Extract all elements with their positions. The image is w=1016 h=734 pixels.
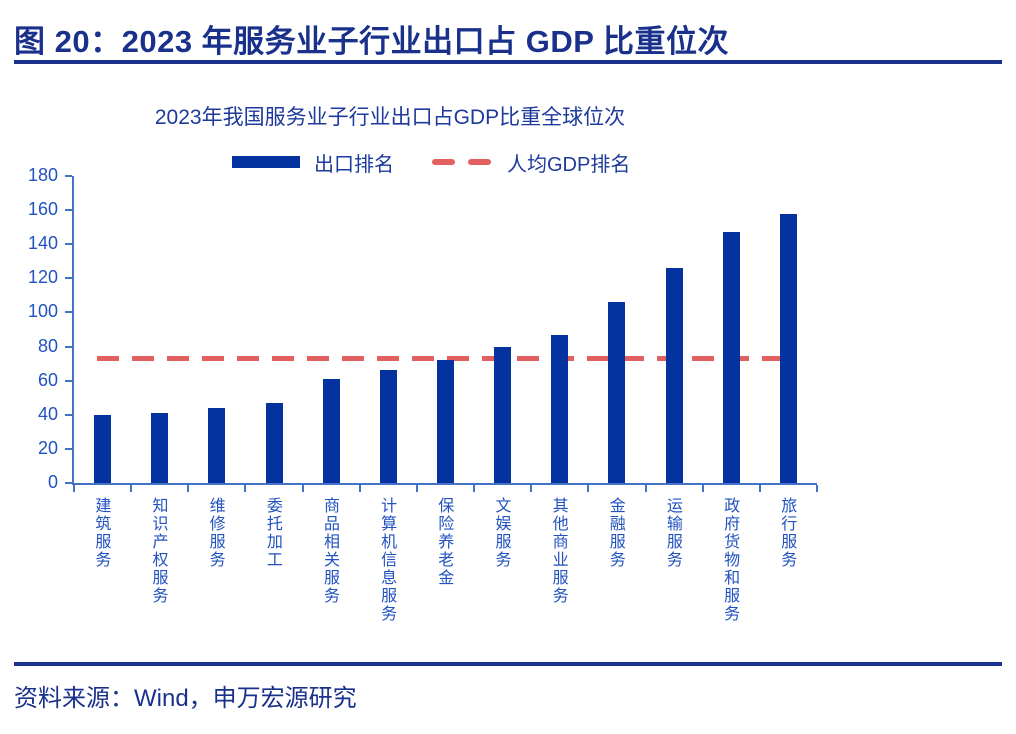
title-underline <box>14 60 1002 64</box>
plot-area <box>65 175 818 492</box>
y-tick-mark <box>65 482 72 484</box>
x-tick-mark <box>473 485 476 492</box>
x-category-label: 维修服务 <box>206 497 224 569</box>
x-tick-mark <box>358 485 361 492</box>
bar-维修服务 <box>208 407 226 483</box>
x-category-label: 金融服务 <box>606 497 624 569</box>
x-tick-mark <box>301 485 304 492</box>
y-tick-mark <box>65 345 72 348</box>
y-axis-labels: 0 20 40 60 80 100 120 140 160 180 <box>0 165 62 492</box>
y-tick-label: 140 <box>27 233 58 254</box>
bar-运输服务 <box>665 268 683 483</box>
x-tick-mark <box>530 485 533 492</box>
bar-知识产权服务 <box>151 413 169 483</box>
x-tick-mark <box>187 485 190 492</box>
bar-委托加工 <box>265 402 283 483</box>
bar-series-swatch <box>232 156 300 168</box>
bar-文娱服务 <box>494 346 512 483</box>
y-tick-label: 20 <box>37 437 58 458</box>
y-tick-mark <box>65 209 72 212</box>
y-tick-mark <box>65 447 72 450</box>
y-tick-label: 180 <box>27 165 58 186</box>
figure-title: 图 20：2023 年服务业子行业出口占 GDP 比重位次 <box>14 24 730 59</box>
y-tick-label: 60 <box>37 369 58 390</box>
dashed-line-label: 人均GDP排名 <box>507 153 631 176</box>
x-category-label: 知识产权服务 <box>149 497 167 605</box>
y-tick-label: 80 <box>37 335 58 356</box>
bar-商品相关服务 <box>322 378 340 483</box>
y-tick-label: 120 <box>27 267 58 288</box>
bar-建筑服务 <box>94 414 112 483</box>
x-category-label: 建筑服务 <box>92 497 110 569</box>
y-tick-mark <box>65 243 72 246</box>
bar-计算机信息服务 <box>379 370 397 483</box>
x-category-label: 委托加工 <box>263 497 281 569</box>
bar-旅行服务 <box>779 213 797 483</box>
x-tick-mark <box>130 485 133 492</box>
x-tick-mark <box>244 485 247 492</box>
x-tick-mark <box>587 485 590 492</box>
x-tick-mark <box>758 485 761 492</box>
chart-legend: 出口排名 人均GDP排名 <box>232 150 631 176</box>
source-note: 资料来源：Wind，申万宏源研究 <box>14 685 357 712</box>
x-tick-mark <box>73 485 75 492</box>
x-category-label: 文娱服务 <box>492 497 510 569</box>
x-category-label: 保险养老金 <box>435 497 453 587</box>
y-tick-label: 0 <box>47 472 58 493</box>
bar-series-label: 出口排名 <box>314 153 394 176</box>
y-tick-mark <box>65 413 72 416</box>
x-tick-mark <box>701 485 704 492</box>
y-tick-mark <box>65 311 72 314</box>
reference-line <box>97 355 792 361</box>
x-category-label: 运输服务 <box>663 497 681 569</box>
x-category-label: 旅行服务 <box>778 497 796 569</box>
x-category-label: 政府货物和服务 <box>721 497 739 623</box>
x-category-label: 计算机信息服务 <box>378 497 396 623</box>
y-tick-label: 100 <box>27 301 58 322</box>
x-category-label: 其他商业服务 <box>549 497 567 605</box>
x-tick-mark <box>816 485 818 492</box>
y-tick-mark <box>65 175 72 177</box>
x-tick-mark <box>644 485 647 492</box>
dashed-line-swatch <box>432 159 491 165</box>
bar-金融服务 <box>608 302 626 483</box>
y-tick-label: 160 <box>27 199 58 220</box>
footer-divider <box>14 662 1002 666</box>
y-tick-mark <box>65 379 72 382</box>
x-category-label: 商品相关服务 <box>320 497 338 605</box>
chart-title: 2023年我国服务业子行业出口占GDP比重全球位次 <box>154 106 626 129</box>
y-tick-mark <box>65 277 72 280</box>
bar-其他商业服务 <box>551 334 569 483</box>
x-tick-mark <box>415 485 418 492</box>
y-tick-label: 40 <box>37 403 58 424</box>
bar-政府货物和服务 <box>722 232 740 483</box>
bar-保险养老金 <box>437 360 454 483</box>
x-axis-labels: 建筑服务 知识产权服务 维修服务 委托加工 商品相关服务 计算机信息服务 保险养老金 文娱服务… <box>72 497 815 662</box>
